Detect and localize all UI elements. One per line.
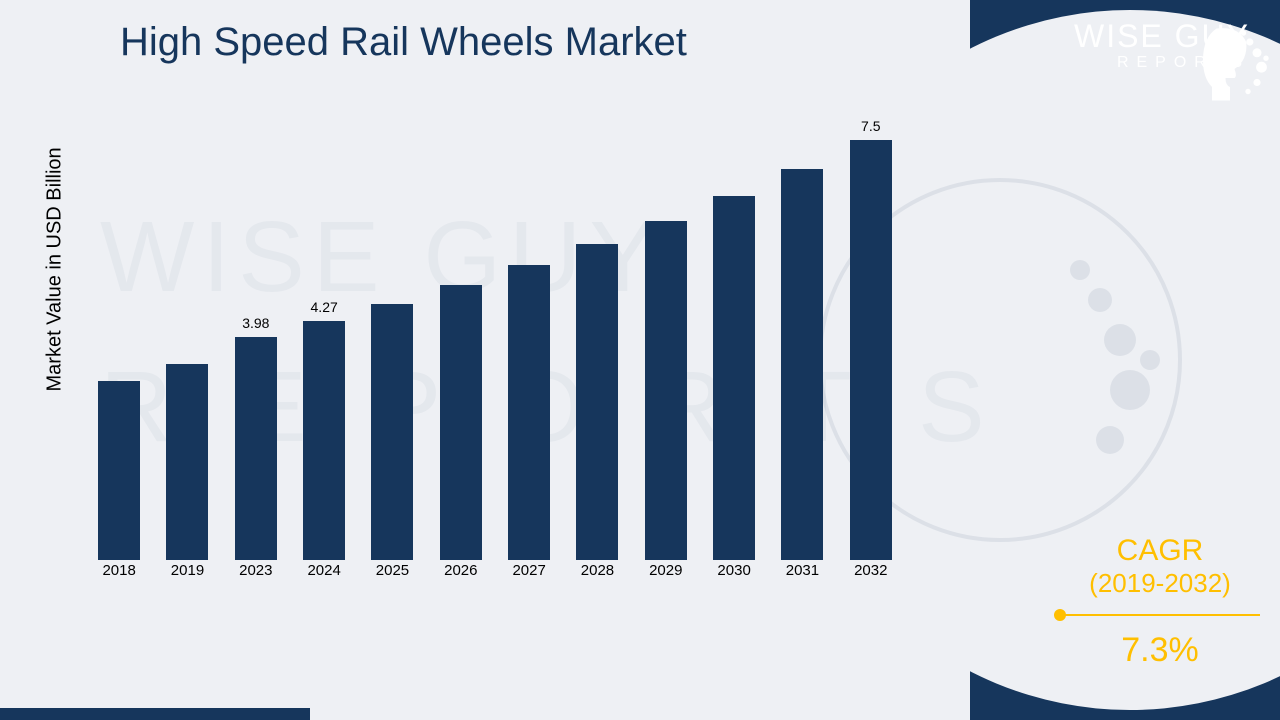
bar-group — [430, 263, 492, 560]
logo-line1: WISE GUY — [1074, 20, 1250, 52]
x-tick-label: 2026 — [430, 562, 492, 590]
bar-group: 4.27 — [293, 299, 355, 560]
bar-group — [635, 199, 697, 560]
x-tick-label: 2027 — [498, 562, 560, 590]
main-chart-area: WISE GUY R E P O R T S High Speed Rail W… — [0, 0, 970, 720]
bar — [98, 381, 140, 560]
x-tick-label: 2019 — [156, 562, 218, 590]
bar — [303, 321, 345, 560]
cagr-block: CAGR (2019-2032) 7.3% — [1040, 534, 1280, 670]
bar — [440, 285, 482, 560]
bar — [371, 304, 413, 560]
bottom-accent-bar — [0, 708, 310, 720]
cagr-value: 7.3% — [1040, 631, 1280, 670]
cagr-range: (2019-2032) — [1040, 568, 1280, 599]
bar — [713, 196, 755, 560]
x-axis-labels: 2018201920232024202520262027202820292030… — [85, 562, 905, 590]
brand-logo: WISE GUY REPORTS — [1074, 20, 1250, 72]
bar — [781, 169, 823, 560]
cagr-divider — [1060, 614, 1260, 616]
x-tick-label: 2024 — [293, 562, 355, 590]
bar — [850, 140, 892, 560]
bar — [645, 221, 687, 560]
bar — [166, 364, 208, 560]
x-tick-label: 2023 — [225, 562, 287, 590]
cagr-title: CAGR — [1040, 534, 1280, 568]
bar-group: 3.98 — [225, 315, 287, 560]
x-tick-label: 2028 — [566, 562, 628, 590]
bar-value-label: 4.27 — [311, 299, 338, 317]
bar-group — [498, 243, 560, 560]
bar-chart: 3.984.277.5 2018201920232024202520262027… — [85, 140, 905, 590]
x-tick-label: 2031 — [771, 562, 833, 590]
bar-group — [566, 222, 628, 560]
bar — [235, 337, 277, 560]
x-tick-label: 2025 — [361, 562, 423, 590]
bar-group — [703, 174, 765, 560]
x-tick-label: 2018 — [88, 562, 150, 590]
x-tick-label: 2029 — [635, 562, 697, 590]
x-tick-label: 2030 — [703, 562, 765, 590]
logo-line2: REPORTS — [1074, 54, 1250, 72]
y-axis-label: Market Value in USD Billion — [44, 147, 67, 391]
bar-group — [156, 342, 218, 560]
bar-group: 7.5 — [840, 118, 902, 560]
chart-title: High Speed Rail Wheels Market — [120, 20, 687, 65]
bar-group — [771, 147, 833, 560]
bars-area: 3.984.277.5 — [85, 140, 905, 560]
bar — [508, 265, 550, 560]
bar-value-label: 7.5 — [861, 118, 880, 136]
bar-value-label: 3.98 — [242, 315, 269, 333]
bar-group — [361, 282, 423, 560]
x-tick-label: 2032 — [840, 562, 902, 590]
bar — [576, 244, 618, 560]
bar-group — [88, 359, 150, 560]
